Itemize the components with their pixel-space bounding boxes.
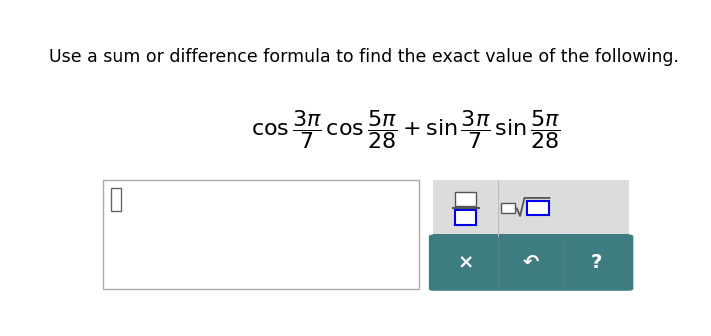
FancyBboxPatch shape xyxy=(456,192,476,206)
FancyBboxPatch shape xyxy=(501,203,515,213)
FancyBboxPatch shape xyxy=(456,210,476,224)
Text: ↶: ↶ xyxy=(523,253,539,272)
Text: ?: ? xyxy=(591,253,602,272)
Text: $\mathrm{cos}\,\dfrac{3\pi}{7}\,\mathrm{cos}\,\dfrac{5\pi}{28}+\mathrm{sin}\,\df: $\mathrm{cos}\,\dfrac{3\pi}{7}\,\mathrm{… xyxy=(252,108,561,151)
Text: Use a sum or difference formula to find the exact value of the following.: Use a sum or difference formula to find … xyxy=(49,48,680,66)
FancyBboxPatch shape xyxy=(433,235,629,247)
FancyBboxPatch shape xyxy=(433,180,629,289)
FancyBboxPatch shape xyxy=(429,235,634,291)
FancyBboxPatch shape xyxy=(527,201,549,215)
Text: ×: × xyxy=(458,253,474,272)
FancyBboxPatch shape xyxy=(102,180,419,289)
FancyBboxPatch shape xyxy=(111,188,121,211)
